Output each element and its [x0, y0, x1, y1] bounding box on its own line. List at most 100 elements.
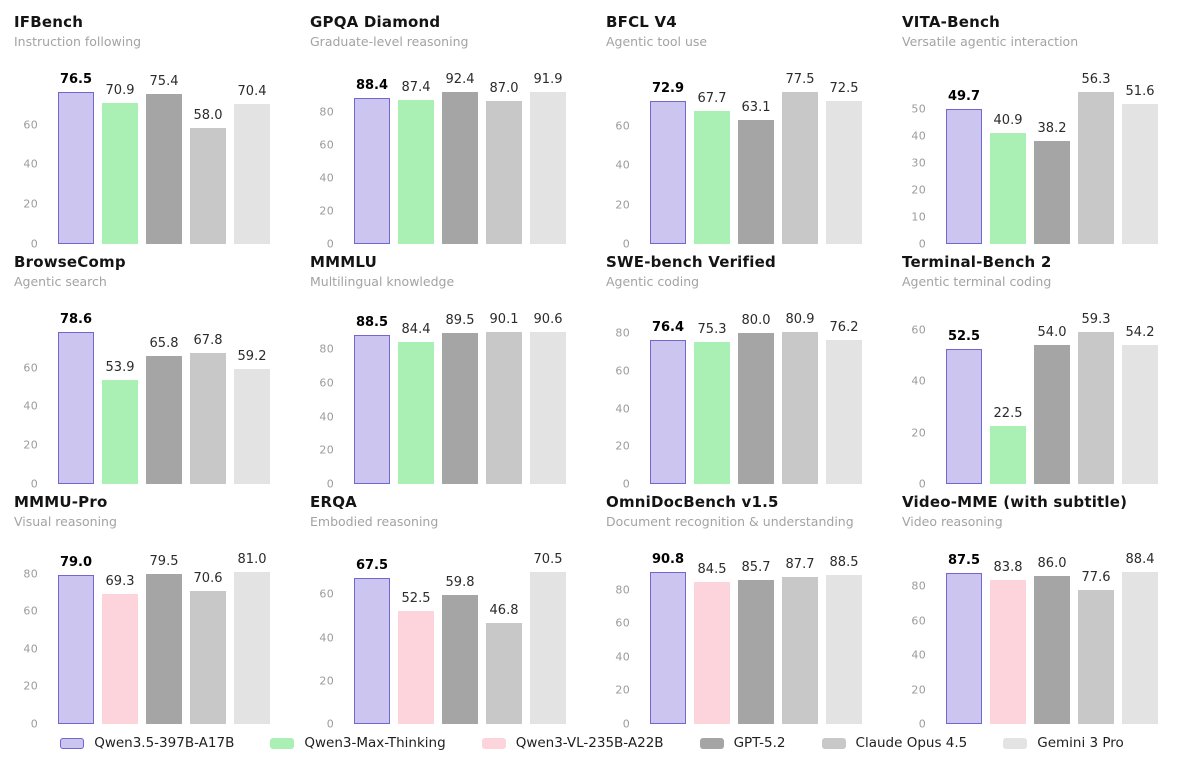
bar-slot-gpt52: 85.7 [738, 536, 774, 724]
bar-qwen35 [650, 100, 686, 244]
bar-slot-qwen3max: 70.9 [102, 56, 138, 244]
y-axis: 0 20 40 60 80 [310, 56, 340, 251]
legend-label: Qwen3-VL-235B-A22B [515, 735, 664, 751]
y-tick-label: 0 [30, 237, 38, 251]
bar-slot-opus45: 58.0 [190, 56, 226, 244]
bar-slot-qwen35: 90.8 [650, 536, 686, 724]
y-tick-label: 40 [319, 631, 334, 645]
bar-qwen35 [650, 340, 686, 484]
bar-value-label: 59.2 [237, 349, 267, 365]
bar-slot-gpt52: 59.8 [442, 536, 478, 724]
bar-value-label: 84.4 [401, 322, 431, 338]
y-tick-label: 0 [918, 717, 926, 731]
plot-area: 0 20 40 60 72.9 67.7 63.1 77.5 72.5 [606, 56, 874, 251]
y-axis: 0 20 40 60 [310, 536, 340, 731]
bar-value-label: 52.5 [947, 329, 981, 345]
y-tick-label: 20 [615, 683, 630, 697]
bar-slot-gemini3: 76.2 [826, 296, 862, 484]
bar-gpt52 [738, 119, 774, 244]
bar-slot-gemini3: 88.5 [826, 536, 862, 724]
bars-area: 52.5 22.5 54.0 59.3 54.2 [946, 296, 1158, 484]
bar-qwen35 [58, 331, 94, 484]
y-tick-label: 80 [911, 579, 926, 593]
y-tick-label: 0 [918, 237, 926, 251]
bar-slot-qwen3vl: 69.3 [102, 536, 138, 724]
chart-subtitle: Multilingual knowledge [310, 274, 455, 289]
legend-label: GPT-5.2 [733, 735, 786, 751]
bars-area: 88.5 84.4 89.5 90.1 90.6 [354, 296, 566, 484]
bar-value-label: 87.0 [489, 80, 519, 96]
bar-opus45 [1078, 590, 1114, 724]
y-tick-label: 20 [319, 674, 334, 688]
y-tick-label: 60 [615, 119, 630, 133]
y-tick-label: 20 [23, 438, 38, 452]
bar-opus45 [486, 622, 522, 724]
bar-qwen3vl [398, 610, 434, 724]
chart-subtitle: Agentic search [14, 274, 107, 289]
y-tick-label: 80 [319, 105, 334, 119]
y-tick-label: 40 [23, 642, 38, 656]
bar-value-label: 54.0 [1037, 325, 1067, 341]
chart-title: ERQA [310, 493, 357, 511]
plot-area: 0 20 40 60 67.5 52.5 59.8 46.8 70.5 [310, 536, 578, 731]
bar-gpt52 [146, 93, 182, 244]
chart-subtitle: Embodied reasoning [310, 514, 439, 529]
bars-area: 88.4 87.4 92.4 87.0 91.9 [354, 56, 566, 244]
chart-subtitle: Document recognition & understanding [606, 514, 854, 529]
chart-title: MMMU-Pro [14, 493, 108, 511]
chart-grid: IFBench Instruction following 0 20 40 60 76.5 7… [0, 0, 1184, 731]
bar-slot-gpt52: 79.5 [146, 536, 182, 724]
bar-value-label: 75.4 [149, 73, 179, 89]
bar-qwen3vl [990, 579, 1026, 724]
bar-qwen35 [58, 91, 94, 244]
bar-opus45 [486, 100, 522, 244]
bar-slot-opus45: 46.8 [486, 536, 522, 724]
bar-value-label: 76.4 [651, 320, 685, 336]
bar-value-label: 59.3 [1081, 311, 1111, 327]
bar-gemini3 [1122, 104, 1158, 244]
bar-slot-qwen35: 67.5 [354, 536, 390, 724]
bar-gpt52 [442, 333, 478, 484]
bar-slot-gemini3: 72.5 [826, 56, 862, 244]
plot-area: 0 20 40 60 80 79.0 69.3 79.5 70.6 81.0 [14, 536, 282, 731]
bar-value-label: 87.5 [947, 553, 981, 569]
y-tick-label: 10 [911, 210, 926, 224]
chart-gpqa-diamond: GPQA Diamond Graduate-level reasoning 0 20 4… [296, 0, 592, 251]
chart-title: IFBench [14, 13, 84, 31]
y-tick-label: 80 [319, 342, 334, 356]
plot-area: 0 20 40 60 80 87.5 83.8 86.0 77.6 88.4 [902, 536, 1170, 731]
bar-slot-qwen35: 87.5 [946, 536, 982, 724]
bars-area: 76.5 70.9 75.4 58.0 70.4 [58, 56, 270, 244]
bar-value-label: 49.7 [947, 89, 981, 105]
bar-qwen35 [946, 349, 982, 484]
legend-item-qwen35: Qwen3.5-397B-A17B [60, 735, 234, 751]
y-tick-label: 20 [615, 439, 630, 453]
legend-item-gpt52: GPT-5.2 [699, 735, 786, 751]
bars-area: 79.0 69.3 79.5 70.6 81.0 [58, 536, 270, 724]
chart-subtitle: Visual reasoning [14, 514, 117, 529]
chart-title: Terminal-Bench 2 [902, 253, 1052, 271]
bar-slot-gemini3: 51.6 [1122, 56, 1158, 244]
chart-video-mme-with-subtitle: Video-MME (with subtitle) Video reasoning… [888, 480, 1184, 731]
bar-slot-qwen3vl: 52.5 [398, 536, 434, 724]
bar-slot-gemini3: 91.9 [530, 56, 566, 244]
bar-slot-qwen35: 76.4 [650, 296, 686, 484]
chart-subtitle: Versatile agentic interaction [902, 34, 1079, 49]
bar-slot-opus45: 90.1 [486, 296, 522, 484]
plot-area: 0 20 40 60 78.6 53.9 65.8 67.8 59.2 [14, 296, 282, 491]
chart-subtitle: Video reasoning [902, 514, 1003, 529]
y-axis: 0 20 40 60 80 [902, 536, 932, 731]
y-tick-label: 40 [615, 650, 630, 664]
chart-browsecomp: BrowseComp Agentic search 0 20 40 60 78.6 53.9 6… [0, 240, 296, 491]
bar-value-label: 89.5 [445, 313, 475, 329]
bar-value-label: 38.2 [1037, 120, 1067, 136]
bar-value-label: 90.6 [533, 311, 563, 327]
chart-title: BFCL V4 [606, 13, 677, 31]
chart-subtitle: Instruction following [14, 34, 142, 49]
legend: Qwen3.5-397B-A17B Qwen3-Max-Thinking Qwen3… [0, 720, 1184, 772]
y-tick-label: 60 [23, 118, 38, 131]
bar-gpt52 [738, 580, 774, 724]
bar-value-label: 81.0 [237, 551, 267, 567]
y-tick-label: 60 [319, 138, 334, 152]
y-tick-label: 20 [23, 679, 38, 693]
